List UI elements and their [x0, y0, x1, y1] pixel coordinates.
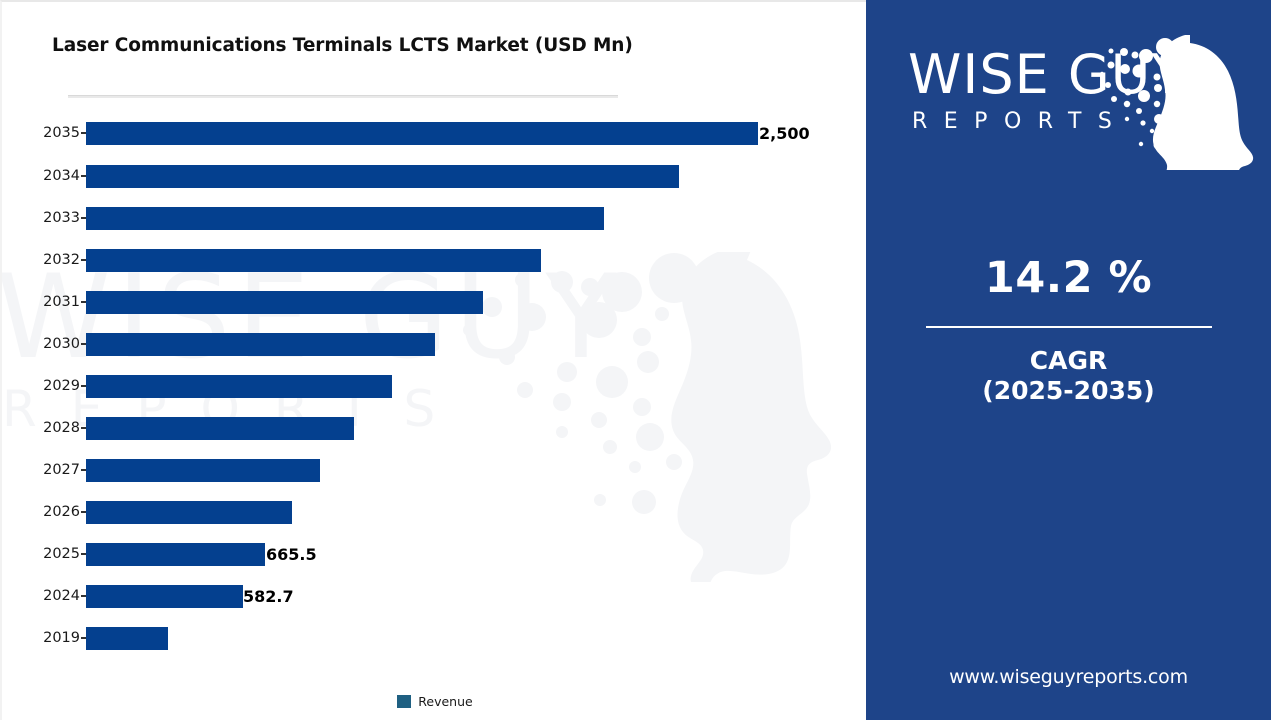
- cagr-divider: [925, 326, 1212, 329]
- legend-label-revenue: Revenue: [418, 694, 473, 709]
- bar-2031[interactable]: [86, 291, 483, 314]
- cagr-period: (2025-2035): [982, 376, 1155, 406]
- bar-2029[interactable]: [86, 375, 392, 398]
- bar-row: 2034: [2, 162, 866, 190]
- cagr-value: 14.2 %: [984, 253, 1153, 303]
- y-axis-label: 2029: [43, 378, 80, 394]
- y-axis-label: 2031: [43, 294, 80, 310]
- bar-row: 2019: [2, 624, 866, 652]
- y-axis-tick: [81, 427, 86, 429]
- bar-2032[interactable]: [86, 249, 541, 272]
- chart-title: Laser Communications Terminals LCTS Mark…: [52, 35, 633, 56]
- bar-row: 2024 582.7: [2, 582, 866, 610]
- y-axis-label: 2033: [43, 210, 80, 226]
- bar-2028[interactable]: [86, 417, 354, 440]
- bar-row: 2033: [2, 204, 866, 232]
- y-axis-label: 2032: [43, 252, 80, 268]
- bar-2035[interactable]: [86, 122, 758, 145]
- title-divider: [68, 95, 618, 98]
- y-axis-tick: [81, 343, 86, 345]
- y-axis-label: 2019: [43, 630, 80, 646]
- logo-sub-text: REPORTS: [912, 109, 1129, 134]
- bar-2025[interactable]: [86, 543, 265, 566]
- bar-2033[interactable]: [86, 207, 604, 230]
- chart-panel: WISE GUY REPORTS: [0, 0, 866, 720]
- y-axis-tick: [81, 259, 86, 261]
- cagr-label: CAGR: [1029, 346, 1108, 376]
- chart-legend: Revenue: [2, 694, 866, 709]
- y-axis-label: 2025: [43, 546, 80, 562]
- bar-2026[interactable]: [86, 501, 292, 524]
- bar-row: 2032: [2, 246, 866, 274]
- y-axis-label: 2034: [43, 168, 80, 184]
- y-axis-label: 2024: [43, 588, 80, 604]
- bar-row: 2029: [2, 372, 866, 400]
- y-axis-tick: [81, 595, 86, 597]
- bar-2034[interactable]: [86, 165, 679, 188]
- bar-chart-plot: 2035 2,500 2034 2033 2032: [2, 2, 866, 692]
- bar-row: 2027: [2, 456, 866, 484]
- bar-row: 2031: [2, 288, 866, 316]
- legend-swatch-revenue: [397, 695, 412, 708]
- y-axis-tick: [81, 175, 86, 177]
- bar-value-2024: 582.7: [243, 587, 294, 606]
- y-axis-tick: [81, 385, 86, 387]
- y-axis-tick: [81, 132, 86, 134]
- bar-row: 2030: [2, 330, 866, 358]
- bar-row: 2035 2,500: [2, 119, 866, 147]
- y-axis-tick: [81, 637, 86, 639]
- website-url[interactable]: www.wiseguyreports.com: [949, 666, 1188, 688]
- brand-panel: WISE GUY REPORTS: [866, 0, 1271, 720]
- y-axis-label: 2030: [43, 336, 80, 352]
- cagr-block: 14.2 % CAGR (2025-2035): [866, 253, 1271, 406]
- bar-row: 2028: [2, 414, 866, 442]
- wiseguy-reports-logo: WISE GUY REPORTS: [876, 35, 1261, 170]
- y-axis-tick: [81, 217, 86, 219]
- bar-row: 2026: [2, 498, 866, 526]
- bar-2019[interactable]: [86, 627, 168, 650]
- bar-2027[interactable]: [86, 459, 320, 482]
- bar-2024[interactable]: [86, 585, 243, 608]
- y-axis-label: 2027: [43, 462, 80, 478]
- dotted-head-profile-icon: [1099, 35, 1254, 170]
- bar-value-2035: 2,500: [759, 124, 810, 143]
- bar-row: 2025 665.5: [2, 540, 866, 568]
- y-axis-tick: [81, 301, 86, 303]
- y-axis-label: 2035: [43, 125, 80, 141]
- y-axis-label: 2026: [43, 504, 80, 520]
- bar-2030[interactable]: [86, 333, 435, 356]
- y-axis-label: 2028: [43, 420, 80, 436]
- y-axis-tick: [81, 553, 86, 555]
- y-axis-tick: [81, 469, 86, 471]
- bar-value-2025: 665.5: [266, 545, 317, 564]
- y-axis-tick: [81, 511, 86, 513]
